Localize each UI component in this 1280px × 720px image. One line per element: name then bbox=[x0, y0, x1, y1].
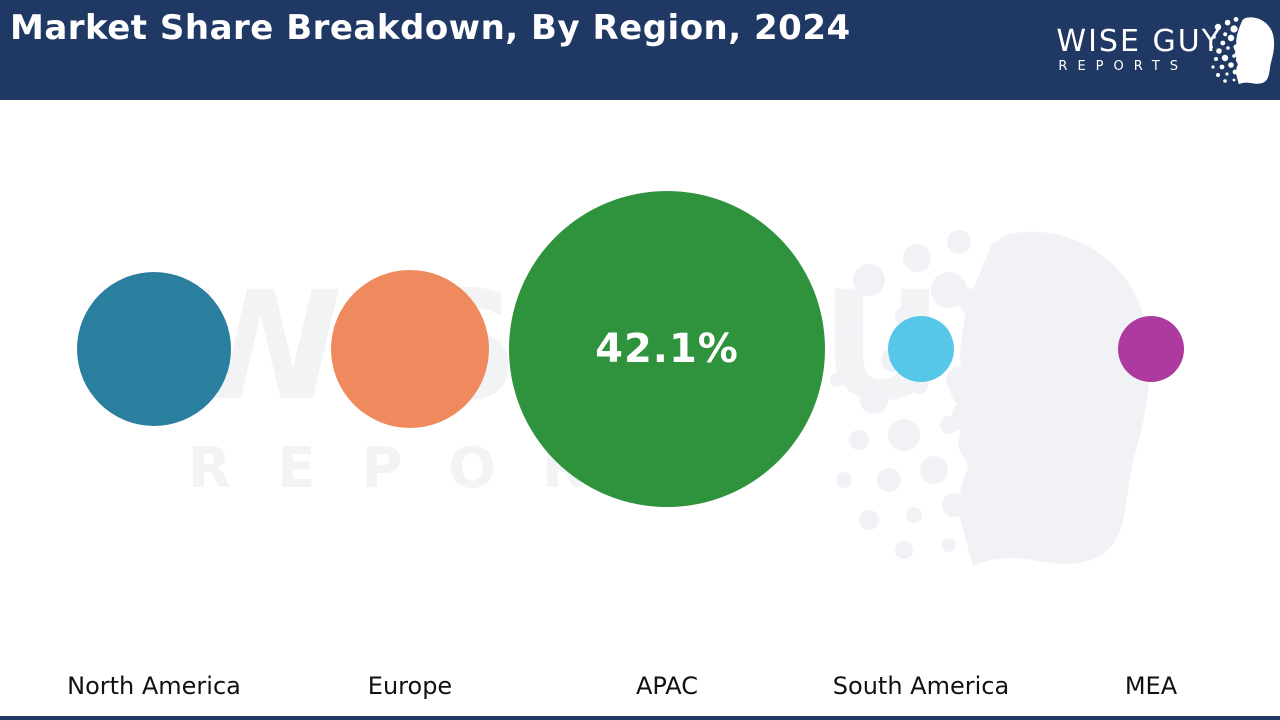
category-label-south-america: South America bbox=[832, 672, 1010, 700]
category-label-europe: Europe bbox=[367, 672, 453, 700]
category-label-mea: MEA bbox=[1124, 672, 1178, 700]
page-title: Market Share Breakdown, By Region, 2024 bbox=[10, 8, 851, 48]
bubble-mea bbox=[1118, 316, 1184, 382]
bubble-north-america bbox=[77, 272, 231, 426]
bottom-accent-bar bbox=[0, 716, 1280, 720]
wise-guy-logo: WISE GUY REPORTS bbox=[1056, 4, 1278, 96]
bubble-europe bbox=[331, 270, 489, 428]
bubble-chart: WISE GUY REPORTS North AmericaEurope42.1… bbox=[0, 100, 1280, 716]
header: Market Share Breakdown, By Region, 2024 … bbox=[0, 0, 1280, 100]
bubble-apac: 42.1% bbox=[509, 191, 825, 507]
bubble-south-america bbox=[888, 316, 954, 382]
watermark-face-icon bbox=[830, 230, 1150, 566]
logo-wordmark: WISE GUY bbox=[1056, 23, 1222, 59]
category-label-north-america: North America bbox=[67, 672, 241, 700]
category-label-apac: APAC bbox=[635, 672, 699, 700]
wise-guy-face-icon bbox=[1210, 17, 1275, 85]
logo-subtext: REPORTS bbox=[1058, 59, 1189, 75]
logo-text: WISE GUY REPORTS bbox=[1056, 26, 1222, 75]
bubble-value-label-apac: 42.1% bbox=[595, 326, 739, 372]
